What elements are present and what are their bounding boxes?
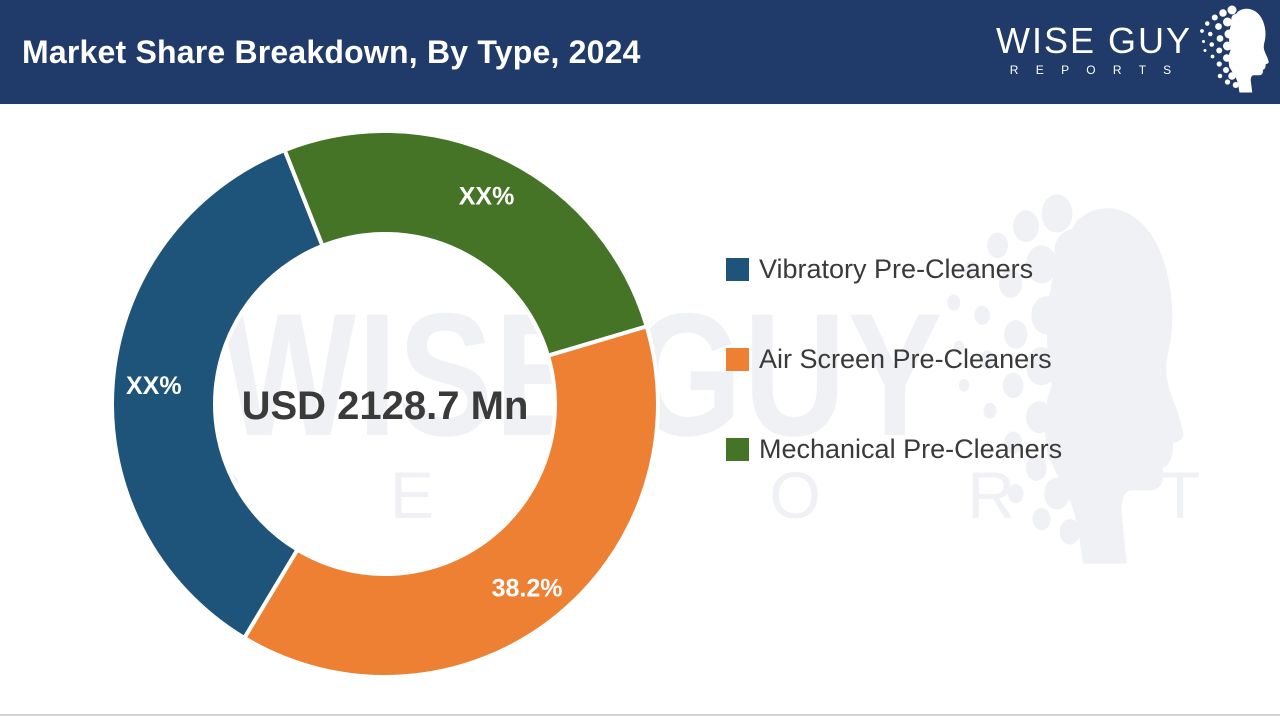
segment-value-label: 38.2% (492, 574, 563, 602)
legend-label: Mechanical Pre-Cleaners (759, 433, 1063, 464)
segment-value-label: XX% (126, 372, 182, 400)
legend-swatch-icon (726, 257, 749, 281)
chart-center-value: USD 2128.7 Mn (241, 384, 529, 428)
wise-guy-logo: WISE GUY R E P O R T S (996, 4, 1270, 94)
logo-head-icon (1194, 4, 1270, 94)
bottom-divider (0, 714, 1280, 716)
legend-label: Air Screen Pre-Cleaners (759, 343, 1052, 374)
legend-swatch-icon (726, 347, 749, 371)
legend-item: Vibratory Pre-Cleaners (726, 252, 1062, 286)
logo-wordmark: WISE GUY (995, 20, 1192, 62)
donut-segment-vibratory-pre-cleaners (110, 148, 325, 641)
page-title: Market Share Breakdown, By Type, 2024 (22, 33, 641, 70)
logo-text: WISE GUY R E P O R T S (996, 21, 1192, 77)
header-bar: Market Share Breakdown, By Type, 2024 WI… (0, 0, 1280, 104)
logo-reports-label: R E P O R T S (1009, 62, 1179, 77)
legend-item: Mechanical Pre-Cleaners (726, 432, 1062, 466)
legend-label: Vibratory Pre-Cleaners (759, 253, 1034, 284)
donut-segment-mechanical-pre-cleaners (282, 129, 649, 358)
chart-legend: Vibratory Pre-Cleaners Air Screen Pre-Cle… (726, 252, 1062, 522)
donut-segment-air-screen-pre-cleaners (242, 324, 660, 679)
legend-swatch-icon (726, 437, 749, 461)
legend-item: Air Screen Pre-Cleaners (726, 342, 1062, 376)
segment-value-label: XX% (459, 182, 515, 210)
